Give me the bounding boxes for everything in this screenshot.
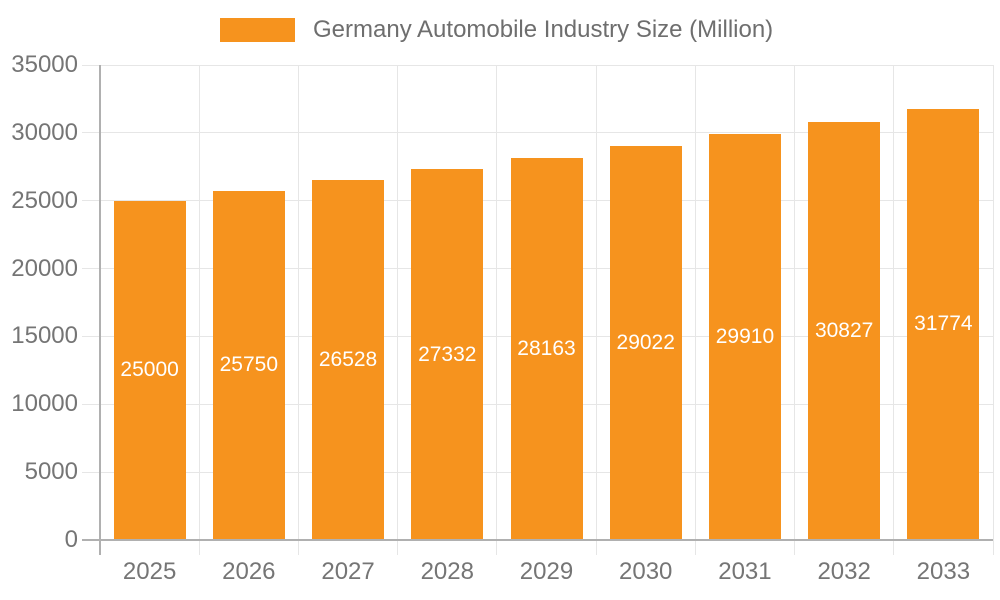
bar-value-label: 26528 [318, 347, 378, 371]
y-tick-label: 20000 [11, 254, 78, 282]
y-tick-label: 0 [64, 526, 78, 553]
bar-value-label: 29910 [715, 325, 775, 349]
bar-2028[interactable] [411, 169, 484, 540]
x-tick-label: 2031 [718, 558, 772, 585]
y-tick-label: 5000 [24, 458, 78, 486]
y-tick-label: 25000 [11, 186, 78, 214]
bar-2033[interactable] [907, 108, 980, 540]
gridline-vertical [992, 65, 994, 555]
y-tick-label: 10000 [11, 390, 78, 418]
gridline-vertical [397, 65, 399, 555]
x-tick-label: 2032 [817, 558, 871, 585]
x-tick-label: 2030 [619, 558, 673, 585]
bar-value-label: 30827 [814, 318, 874, 342]
x-tick-label: 2027 [321, 558, 375, 585]
bar-value-label: 25000 [120, 358, 179, 382]
y-tick-label: 15000 [11, 322, 78, 350]
legend-label[interactable]: Germany Automobile Industry Size (Millio… [313, 16, 774, 43]
bar-2029[interactable] [510, 157, 583, 540]
gridline-vertical [595, 65, 597, 555]
bar-2027[interactable] [312, 179, 385, 540]
bar-value-label: 29022 [616, 331, 675, 355]
x-tick-label: 2033 [916, 558, 971, 585]
gridline-horizontal [82, 64, 993, 66]
gridline-horizontal [82, 132, 993, 134]
gridline-vertical [496, 65, 498, 555]
bar-value-label: 27332 [418, 342, 477, 366]
gridline-vertical [198, 65, 200, 555]
bar-2031[interactable] [708, 134, 781, 540]
x-tick-label: 2026 [222, 558, 276, 585]
x-axis-line [82, 539, 993, 541]
gridline-vertical [694, 65, 696, 555]
y-tick-label: 35000 [11, 51, 78, 78]
x-tick-label: 2028 [420, 558, 474, 585]
bar-value-label: 25750 [219, 353, 279, 377]
bar-2030[interactable] [609, 146, 682, 540]
bar-value-label: 28163 [517, 336, 576, 360]
gridline-vertical [297, 65, 299, 555]
bar-2032[interactable] [808, 121, 881, 540]
legend-swatch-icon [220, 18, 295, 42]
gridline-vertical [893, 65, 895, 555]
gridline-vertical [794, 65, 796, 555]
bar-value-label: 31774 [914, 312, 973, 336]
legend: Germany Automobile Industry Size (Millio… [0, 0, 1000, 55]
x-tick-label: 2025 [122, 558, 177, 585]
bar-2025[interactable] [113, 200, 186, 540]
y-axis-line [99, 65, 101, 555]
y-tick-label: 30000 [11, 118, 78, 146]
bar-2026[interactable] [212, 190, 285, 540]
x-tick-label: 2029 [519, 558, 574, 585]
